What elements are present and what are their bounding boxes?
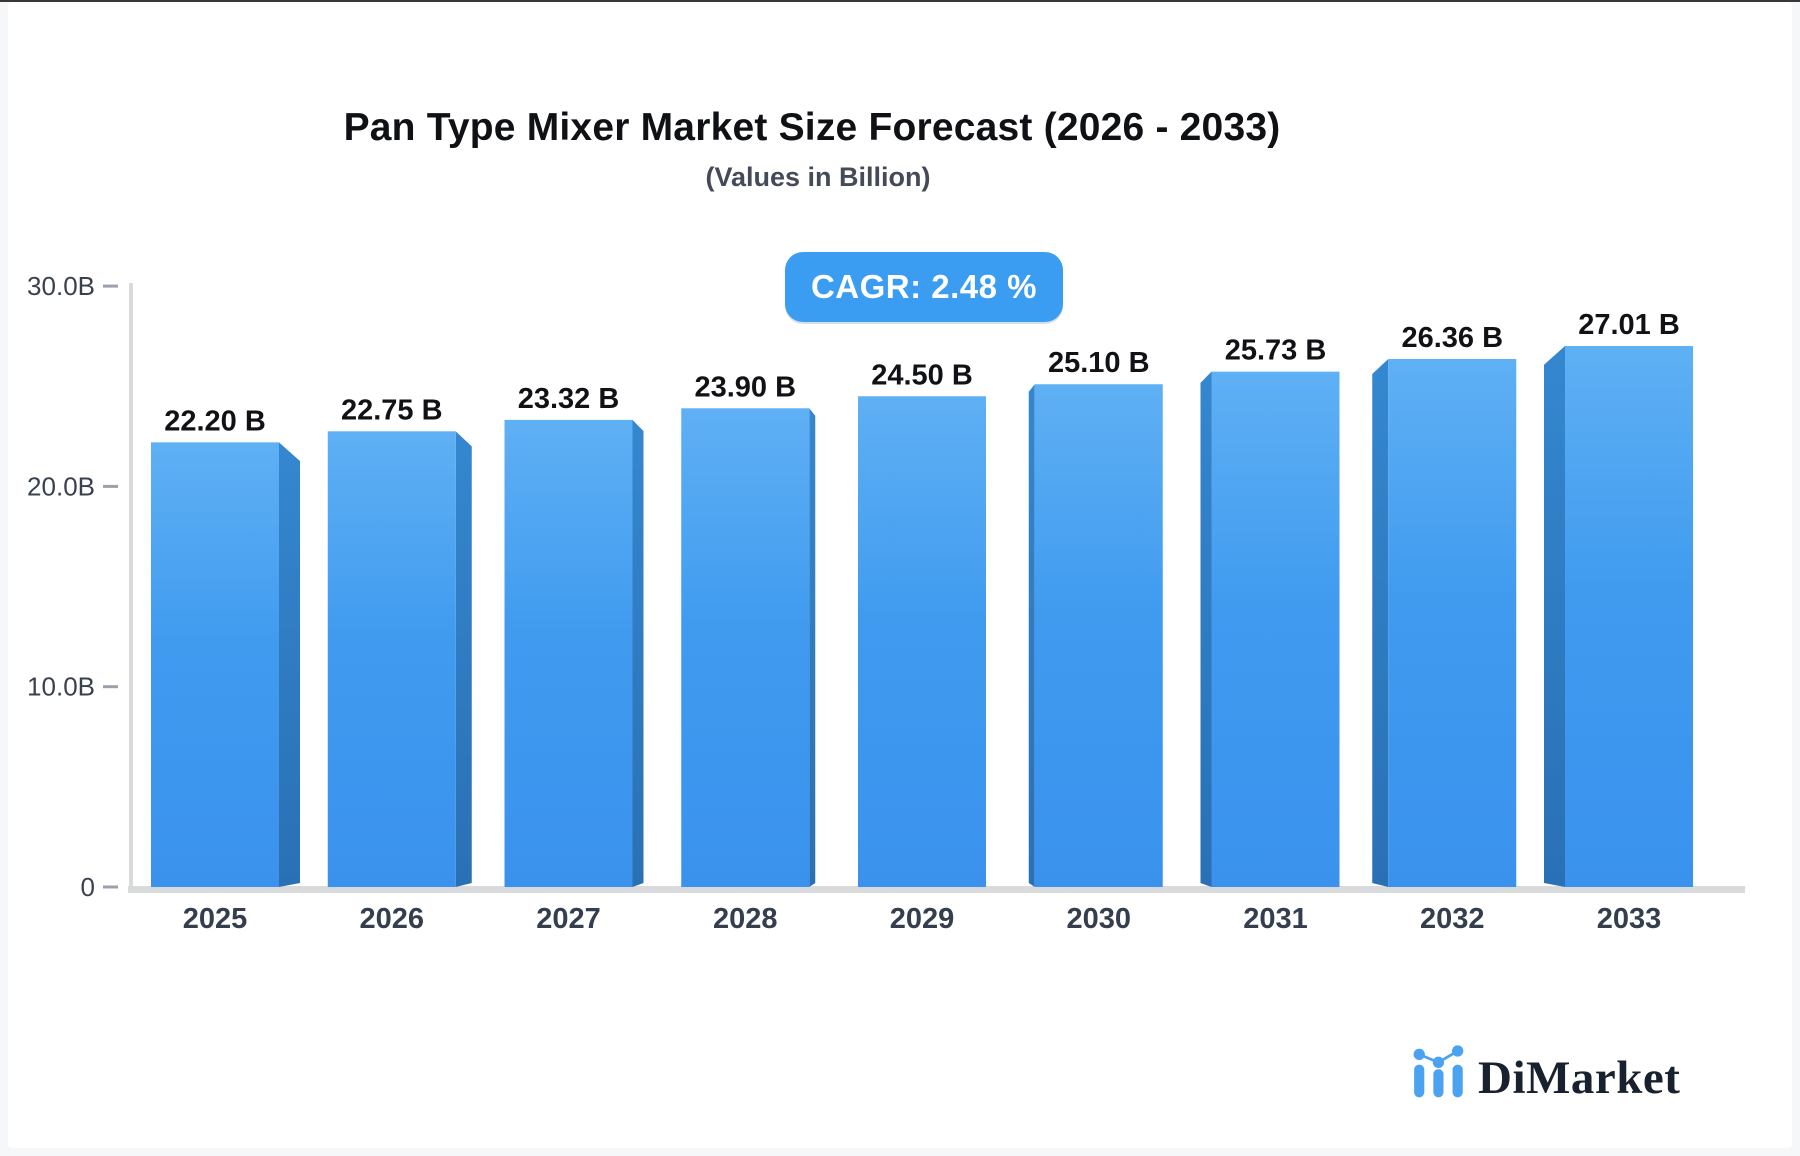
bar-2028[interactable]: [681, 408, 810, 887]
bar-value-label: 25.73 B: [1225, 335, 1327, 367]
x-axis-baseline: [128, 886, 1745, 893]
bar-side-2028: [809, 408, 816, 887]
bar-side-2027: [632, 419, 644, 887]
bar-value-label: 22.20 B: [164, 405, 266, 437]
cagr-badge: CAGR: 2.48 %: [785, 252, 1063, 322]
x-axis-label-2025: 2025: [183, 903, 248, 935]
bar-side-2026: [455, 431, 472, 887]
bar-2027[interactable]: [504, 419, 633, 887]
y-axis-tick: [103, 885, 118, 889]
bar-2033[interactable]: [1565, 345, 1693, 887]
y-axis-line: [129, 283, 133, 887]
x-axis-label-2032: 2032: [1420, 903, 1485, 935]
y-axis-tick: [103, 484, 118, 488]
bar-2025[interactable]: [151, 442, 279, 887]
bar-line-chart-icon: [1413, 1045, 1464, 1098]
bar-value-label: 25.10 B: [1048, 347, 1150, 379]
x-axis-label-2028: 2028: [713, 903, 778, 935]
bar-2029[interactable]: [858, 396, 986, 887]
x-axis-label-2029: 2029: [890, 903, 955, 935]
bar-side-2032: [1372, 359, 1389, 888]
x-axis-label-2033: 2033: [1597, 903, 1662, 935]
bar-value-label: 22.75 B: [341, 394, 443, 426]
bar-side-2033: [1544, 345, 1565, 887]
bar-2026[interactable]: [327, 431, 456, 887]
bar-side-2025: [279, 442, 300, 887]
y-axis-tick-label: 30.0B: [27, 271, 95, 301]
bar-value-label: 27.01 B: [1578, 309, 1680, 341]
x-axis-label-2030: 2030: [1066, 903, 1131, 935]
bar-value-label: 26.36 B: [1401, 322, 1503, 354]
y-axis-tick: [103, 685, 118, 689]
x-axis-label-2027: 2027: [536, 903, 601, 935]
x-axis-label-2026: 2026: [359, 903, 424, 935]
brand-name: DiMarket: [1478, 1052, 1681, 1104]
y-axis-tick-label: 20.0B: [27, 471, 95, 501]
bar-2030[interactable]: [1034, 384, 1163, 887]
y-axis-tick-label: 10.0B: [27, 672, 95, 702]
bar-value-label: 24.50 B: [871, 359, 973, 391]
bar-side-2031: [1200, 371, 1212, 887]
chart-subtitle: (Values in Billion): [705, 162, 931, 192]
brand-logo: DiMarket: [1413, 1040, 1681, 1104]
top-border-line: [0, 0, 1800, 2]
bar-2032[interactable]: [1388, 359, 1517, 888]
cagr-badge-label: CAGR: 2.48 %: [810, 268, 1038, 305]
bar-2031[interactable]: [1211, 371, 1340, 887]
bar-side-2030: [1028, 384, 1035, 887]
bar-value-label: 23.90 B: [694, 371, 796, 403]
bar-value-label: 23.32 B: [518, 383, 620, 415]
chart-title: Pan Type Mixer Market Size Forecast (202…: [343, 106, 1281, 149]
x-axis-label-2031: 2031: [1243, 903, 1308, 935]
y-axis-tick: [103, 284, 118, 288]
y-axis-tick-label: 0: [81, 872, 95, 902]
